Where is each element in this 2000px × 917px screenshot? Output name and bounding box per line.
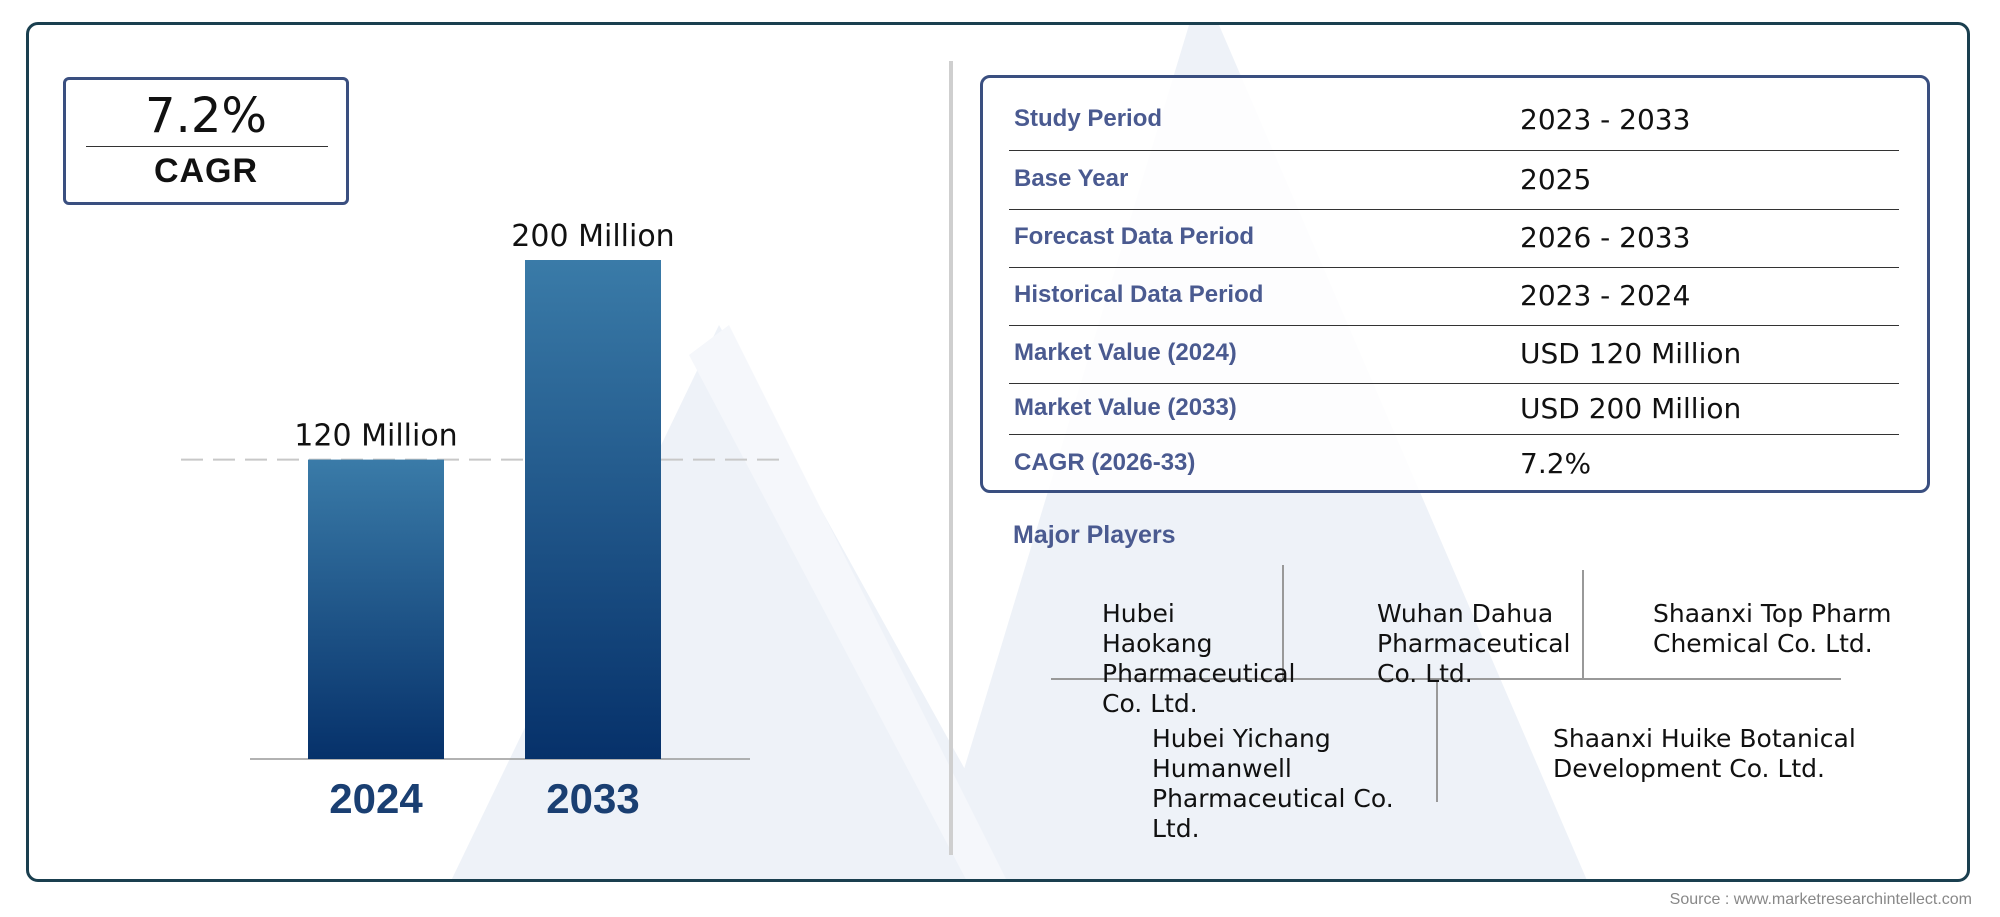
player-name: Hubei Yichang Humanwell Pharmaceutical C… xyxy=(1152,724,1394,843)
player-name: Wuhan Dahua Pharmaceutical Co. Ltd. xyxy=(1377,599,1571,688)
market-info-table: Study Period 2023 - 2033 Base Year 2025 Fore… xyxy=(980,75,1930,493)
info-table-value: USD 120 Million xyxy=(1520,337,1742,370)
bar-chart: 120 Million 2024 200 Million 2033 xyxy=(181,219,789,822)
cagr-value: 7.2% xyxy=(145,88,267,144)
info-table-value: 2023 - 2033 xyxy=(1520,103,1691,136)
section-divider xyxy=(949,61,953,855)
player-name: Shaanxi Huike Botanical Development Co. … xyxy=(1553,724,1856,783)
category-label: 2033 xyxy=(546,775,639,822)
info-table-label: Historical Data Period xyxy=(1014,281,1264,308)
info-table-label: Market Value (2024) xyxy=(1014,339,1237,366)
major-players-title: Major Players xyxy=(1013,521,1176,549)
players-divider-line xyxy=(1436,678,1438,802)
info-table-value: 2023 - 2024 xyxy=(1520,279,1691,312)
player-name: Hubei Haokang Pharmaceutical Co. Ltd. xyxy=(1102,599,1296,718)
players-horizontal-line xyxy=(1051,678,1841,680)
info-table-row: Market Value (2024) USD 120 Million xyxy=(1009,326,1899,384)
info-table-row: CAGR (2026-33) 7.2% xyxy=(1009,435,1899,495)
info-table-row: Study Period 2023 - 2033 xyxy=(1009,90,1899,151)
players-divider-line xyxy=(1582,570,1584,678)
player-name: Shaanxi Top Pharm Chemical Co. Ltd. xyxy=(1653,599,1892,658)
info-table-value: USD 200 Million xyxy=(1520,392,1742,425)
info-table-row: Base Year 2025 xyxy=(1009,151,1899,210)
cagr-divider xyxy=(86,146,328,147)
info-table-label: Market Value (2033) xyxy=(1014,394,1237,421)
cagr-summary-box: 7.2% CAGR xyxy=(63,77,349,205)
bar xyxy=(525,260,661,759)
data-label: 120 Million xyxy=(294,419,457,454)
info-table-row: Market Value (2033) USD 200 Million xyxy=(1009,384,1899,435)
info-table-label: Study Period xyxy=(1014,105,1163,132)
info-table-value: 2025 xyxy=(1520,163,1592,196)
info-table-value: 7.2% xyxy=(1520,447,1592,480)
info-table-row: Forecast Data Period 2026 - 2033 xyxy=(1009,210,1899,268)
players-divider-line xyxy=(1282,565,1284,678)
category-label: 2024 xyxy=(329,775,423,822)
infographic-frame: 7.2% CAGR 120 Million 2024 200 Million 2033… xyxy=(26,22,1970,882)
info-table-row: Historical Data Period 2023 - 2024 xyxy=(1009,268,1899,326)
source-credit: Source : www.marketresearchintellect.com xyxy=(1669,891,1972,908)
cagr-label: CAGR xyxy=(153,152,259,190)
info-table-label: CAGR (2026-33) xyxy=(1014,449,1196,476)
bar xyxy=(308,459,444,759)
info-table-label: Forecast Data Period xyxy=(1014,223,1255,250)
data-label: 200 Million xyxy=(511,219,674,254)
info-table-label: Base Year xyxy=(1014,165,1129,192)
info-table-value: 2026 - 2033 xyxy=(1520,221,1691,254)
